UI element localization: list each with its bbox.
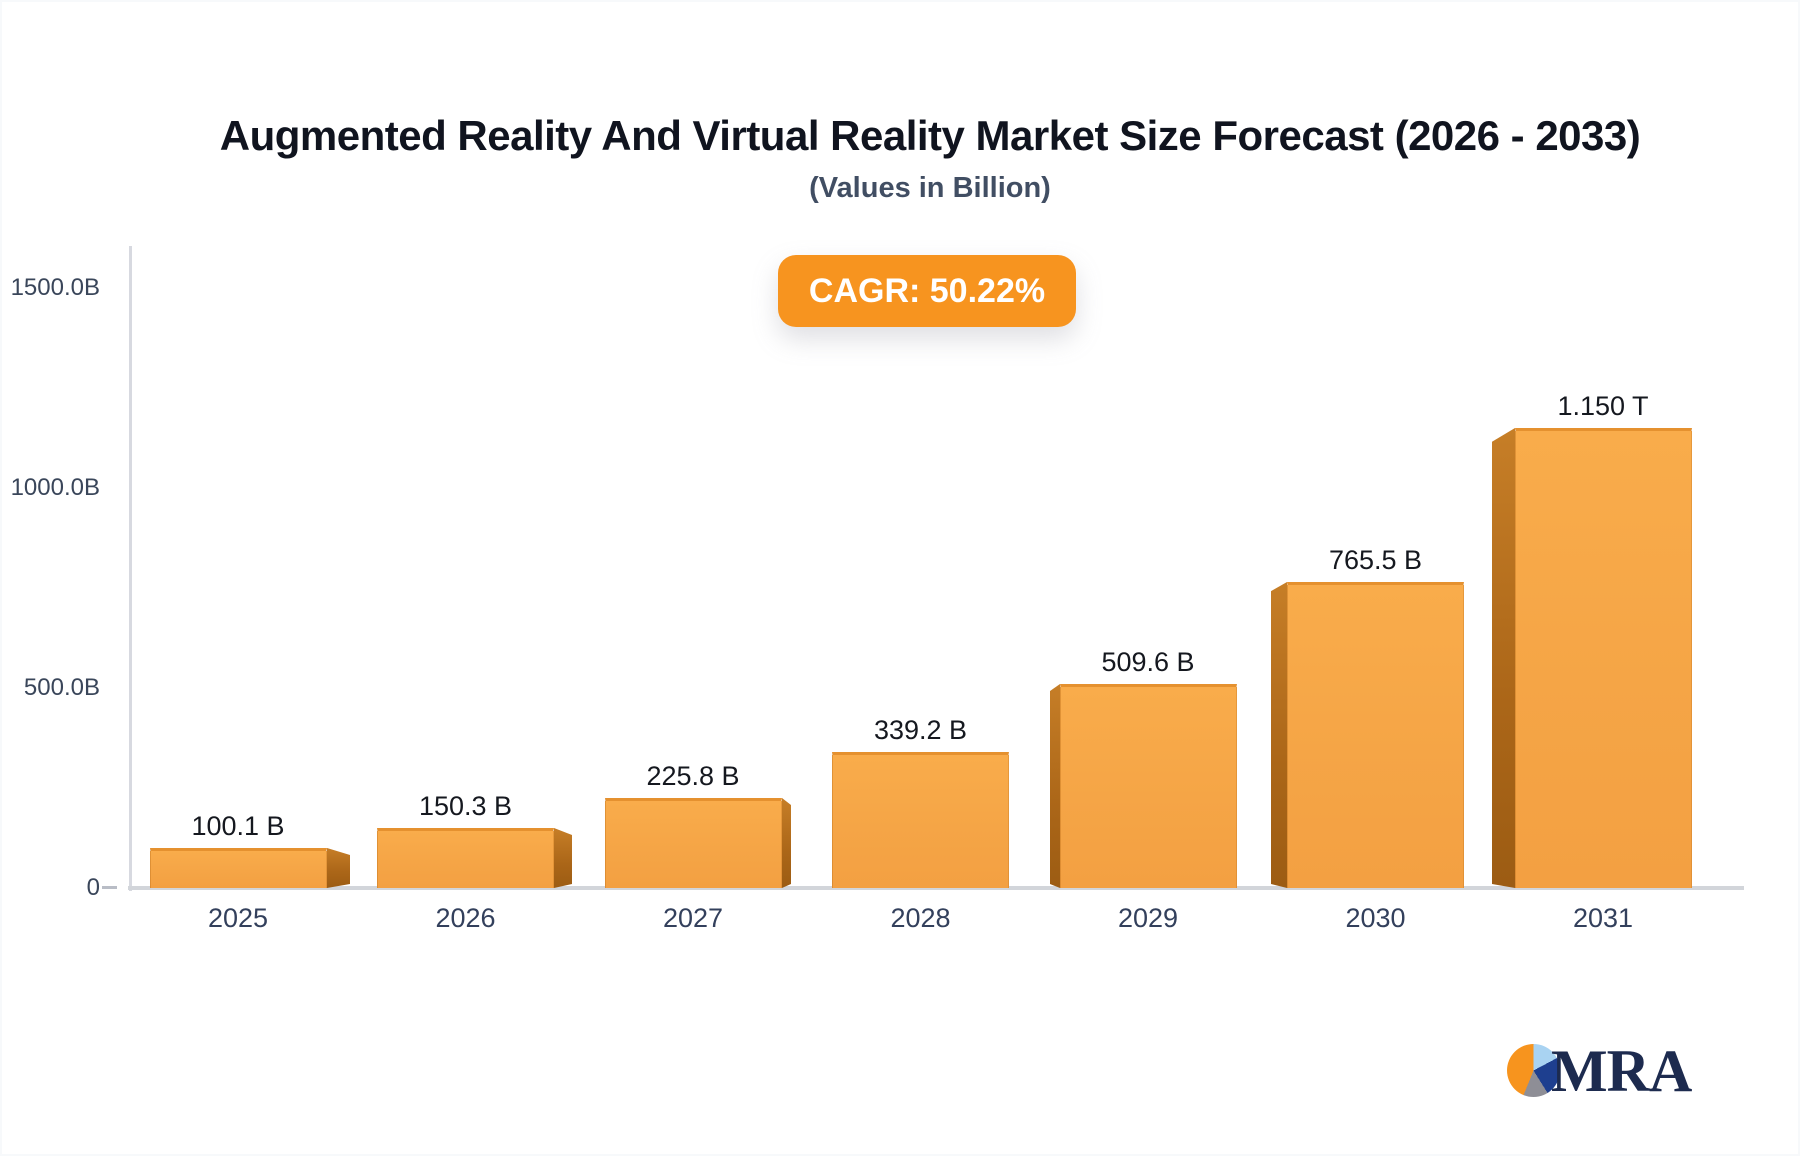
bar-2028[interactable]: [832, 752, 1009, 888]
bar-2025[interactable]: [150, 848, 327, 888]
bar-3d-side: [1050, 684, 1060, 888]
bar-value-label: 339.2 B: [873, 715, 968, 745]
bar-3d-side: [327, 848, 350, 888]
cagr-badge: CAGR: 50.22%: [778, 255, 1076, 327]
x-axis-year-label: 2030: [1345, 903, 1406, 933]
bar-value-label: 765.5 B: [1328, 545, 1423, 575]
bar-3d-side: [782, 798, 791, 888]
bar-value-label: 150.3 B: [418, 791, 513, 821]
bar-3d-side: [554, 828, 572, 888]
chart-subtitle: (Values in Billion): [809, 172, 1051, 204]
x-axis-year-label: 2025: [207, 903, 269, 933]
x-axis-year-label: 2031: [1572, 903, 1634, 933]
y-axis-tick-label: 1500.0B: [10, 274, 100, 301]
y-axis-tick-label: 500.0B: [23, 674, 100, 701]
bar-3d-side: [1271, 582, 1287, 888]
bar-2031[interactable]: [1515, 428, 1692, 888]
chart-title: Augmented Reality And Virtual Reality Ma…: [219, 112, 1641, 159]
x-axis-baseline: [128, 886, 1744, 890]
zero-tick-mark: [102, 886, 117, 889]
pie-chart-logo-icon: [1507, 1044, 1560, 1097]
x-axis-year-label: 2029: [1117, 903, 1179, 933]
bar-3d-side: [1492, 428, 1515, 888]
brand-logo: MRA: [1505, 1036, 1755, 1106]
bar-value-label: 1.150 T: [1557, 391, 1649, 421]
x-axis-year-label: 2028: [890, 903, 951, 933]
bar-2030[interactable]: [1287, 582, 1464, 888]
x-axis-year-label: 2026: [435, 903, 496, 933]
bar-value-label: 225.8 B: [646, 761, 740, 791]
brand-logo-text: MRA: [1551, 1038, 1692, 1104]
y-axis-line: [129, 246, 132, 891]
x-axis-year-label: 2027: [662, 903, 724, 933]
y-axis-tick-label: 1000.0B: [10, 474, 100, 501]
bar-2027[interactable]: [605, 798, 782, 888]
bar-2026[interactable]: [377, 828, 554, 888]
bar-2029[interactable]: [1060, 684, 1237, 888]
bar-value-label: 509.6 B: [1101, 647, 1195, 677]
y-axis-tick-label: 0: [86, 874, 100, 901]
bar-value-label: 100.1 B: [191, 811, 285, 841]
